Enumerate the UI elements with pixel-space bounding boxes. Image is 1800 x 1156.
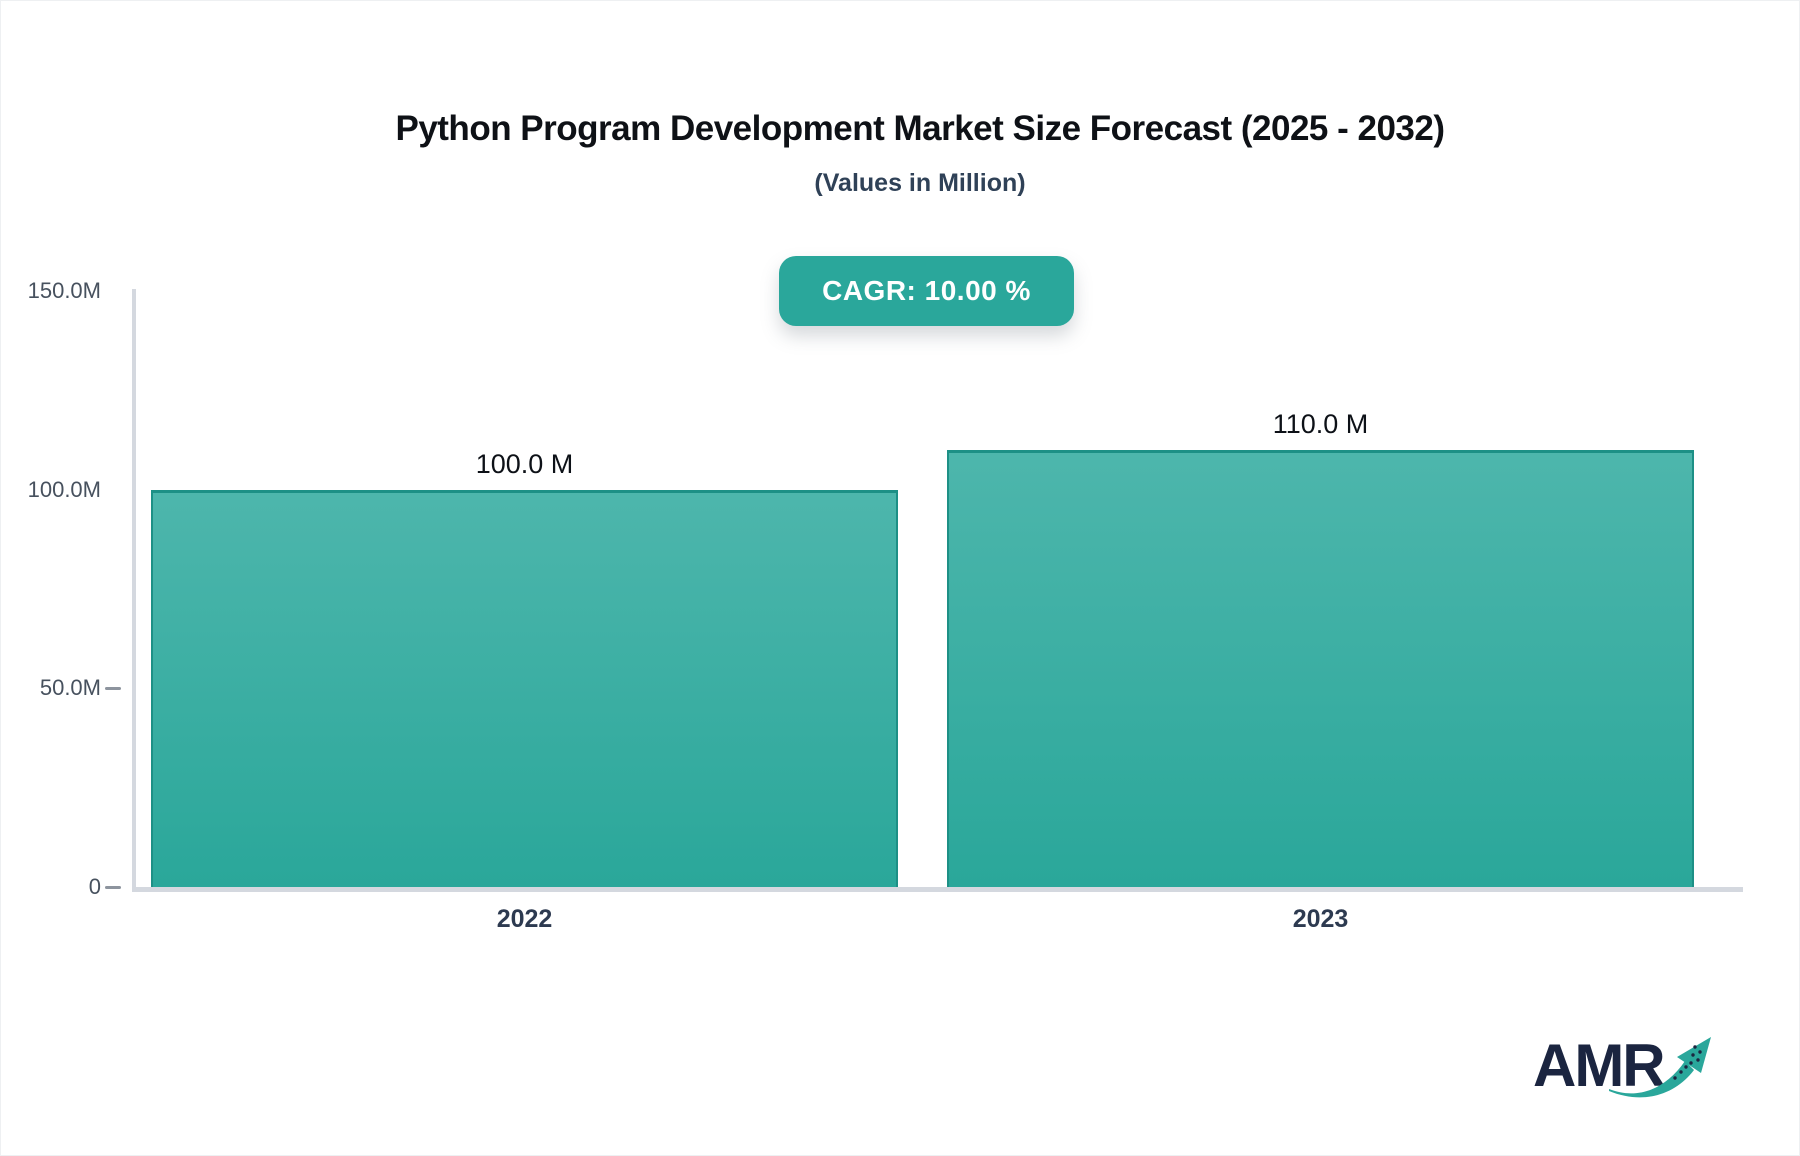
x-axis-label-2022: 2022 [496, 905, 553, 933]
bar-value-label-2022: 100.0 M [475, 448, 574, 479]
bar-value-label-2023: 110.0 M [1272, 408, 1369, 439]
chart-subtitle: (Values in Million) [814, 169, 1026, 197]
cagr-badge-label: CAGR: 10.00 % [822, 275, 1031, 306]
y-tick-dash [105, 687, 121, 691]
y-tick-label-50.0M: 50.0M [39, 675, 101, 701]
y-axis-line [132, 289, 136, 889]
y-tick-label-0: 0 [88, 874, 101, 899]
cagr-badge: CAGR: 10.00 % [779, 256, 1074, 326]
amr-logo: AMR [1533, 1031, 1713, 1111]
y-tick-label-150.0M: 150.0M [27, 278, 101, 303]
bar-2023[interactable] [947, 449, 1694, 887]
y-tick-dash [105, 886, 121, 889]
x-axis-label-2023: 2023 [1292, 905, 1349, 933]
amr-logo-text: AMR [1533, 1032, 1666, 1099]
y-tick-label-100.0M: 100.0M [27, 476, 101, 502]
bar-2022[interactable] [151, 489, 898, 887]
growth-arrow-icon [1609, 1037, 1711, 1098]
chart-title: Python Program Development Market Size F… [395, 109, 1445, 148]
x-axis-line [132, 887, 1743, 892]
